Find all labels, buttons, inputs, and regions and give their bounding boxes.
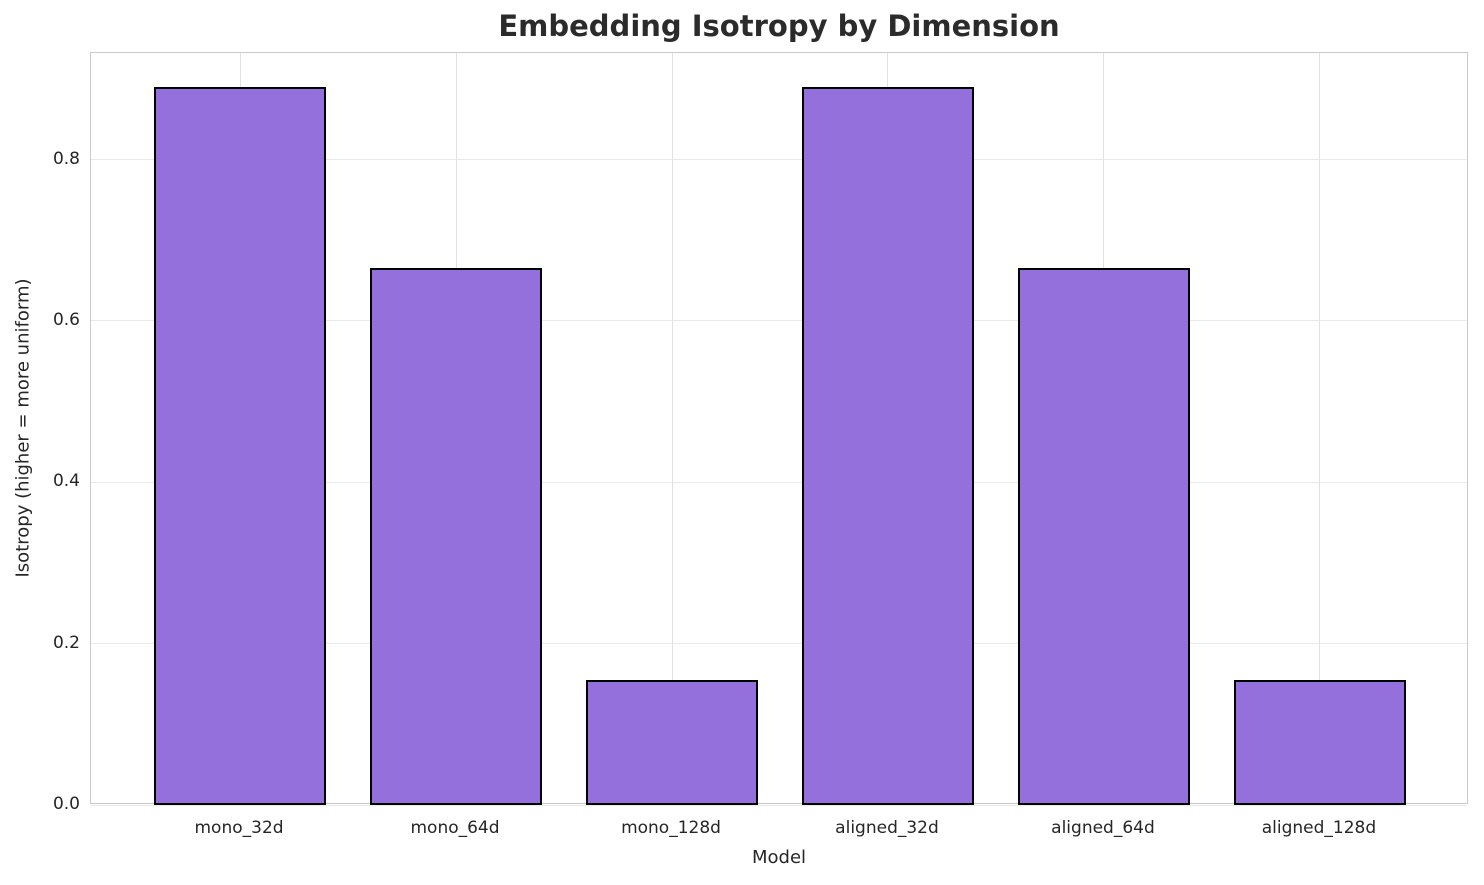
plot-area — [90, 52, 1468, 806]
gridline-horizontal — [91, 159, 1467, 160]
y-tick-label: 0.8 — [52, 148, 80, 169]
bar-mono_128d — [585, 679, 759, 805]
y-tick-label: 0.4 — [52, 471, 80, 492]
x-tick-label-mono_64d: mono_64d — [410, 818, 500, 838]
gridline-horizontal — [91, 481, 1467, 483]
y-tick-label: 0.2 — [52, 632, 80, 653]
x-tick-label-mono_128d: mono_128d — [621, 818, 721, 838]
chart-title: Embedding Isotropy by Dimension — [498, 9, 1060, 43]
bar-aligned_32d — [801, 86, 975, 805]
x-tick-label-mono_32d: mono_32d — [194, 818, 284, 838]
bar-mono_32d — [153, 86, 327, 805]
y-tick-label: 0.0 — [52, 794, 80, 814]
x-axis-label: Model — [751, 847, 807, 868]
bar-aligned_128d — [1233, 679, 1407, 805]
gridline-horizontal — [91, 804, 1467, 806]
gridline-vertical — [1319, 53, 1321, 803]
y-tick-label: 0.6 — [52, 309, 80, 330]
bar-mono_64d — [369, 268, 543, 805]
x-tick-label-aligned_64d: aligned_64d — [1051, 818, 1155, 838]
bar-aligned_64d — [1017, 268, 1191, 805]
x-tick-label-aligned_32d: aligned_32d — [835, 818, 939, 838]
gridline-horizontal — [91, 643, 1467, 645]
gridline-horizontal — [91, 320, 1467, 322]
gridline-vertical — [671, 53, 673, 803]
x-tick-label-aligned_128d: aligned_128d — [1261, 818, 1377, 838]
